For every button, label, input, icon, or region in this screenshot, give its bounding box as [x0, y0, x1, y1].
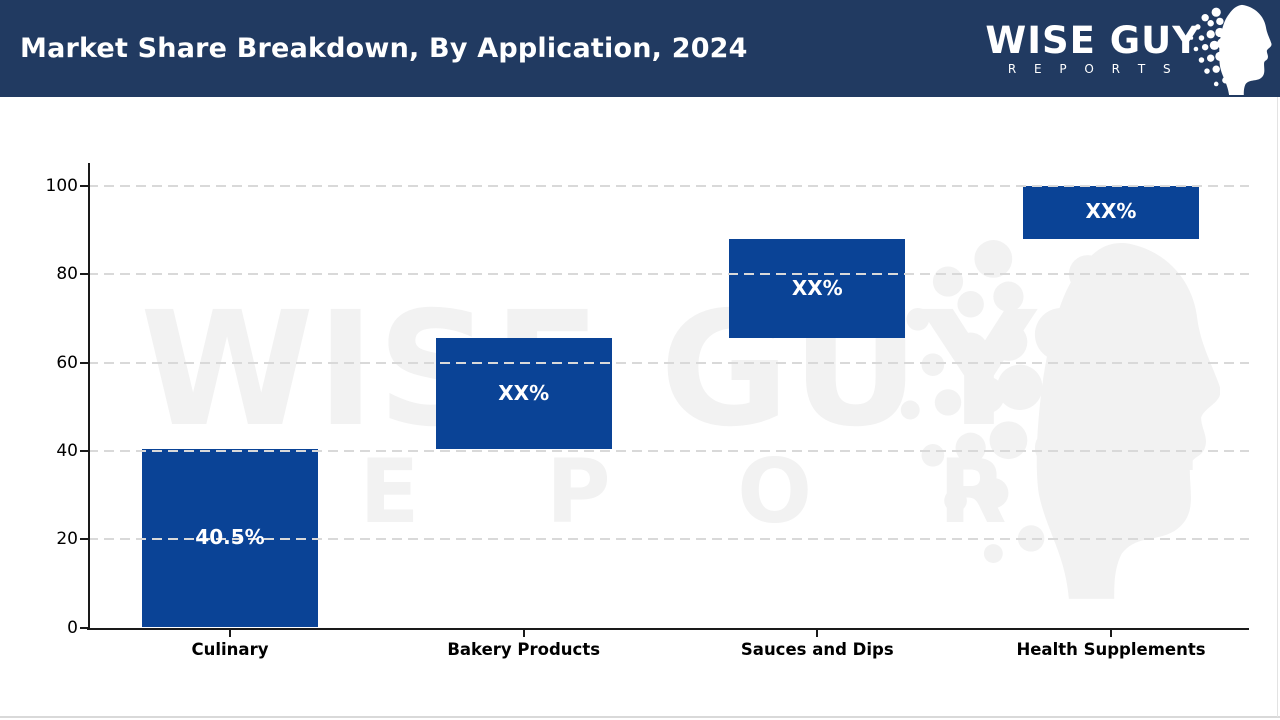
gridline [87, 449, 1249, 452]
y-tick-label: 40 [56, 440, 78, 461]
x-axis-label: Sauces and Dips [740, 640, 894, 659]
page-title: Market Share Breakdown, By Application, … [20, 33, 748, 64]
bar-bakery-products [435, 338, 612, 449]
right-edge-line [1277, 97, 1278, 717]
bar-value-label: 40.5% [195, 525, 265, 550]
y-tick-mark [79, 361, 88, 364]
logo-text: WISE GUY R E P O R T S [985, 22, 1200, 76]
x-tick-mark [816, 630, 819, 637]
bar-value-label: XX% [498, 380, 550, 405]
bar-value-label: XX% [1085, 199, 1137, 224]
gridline [87, 538, 1249, 541]
bar-health-supplements [1023, 186, 1199, 239]
bar-sauces-and-dips [729, 238, 906, 339]
y-tick-label: 0 [67, 617, 78, 638]
logo-head-icon [1189, 4, 1272, 95]
bar-culinary [142, 448, 318, 628]
x-axis-label: Health Supplements [1016, 640, 1206, 659]
y-tick-mark [79, 538, 88, 541]
gridline [87, 273, 1249, 276]
x-tick-mark [229, 630, 231, 637]
y-tick-label: 100 [45, 176, 78, 196]
gridline [87, 185, 1249, 187]
header-bar: Market Share Breakdown, By Application, … [0, 0, 1280, 97]
y-tick-mark [79, 185, 88, 187]
y-axis-line [87, 163, 90, 630]
y-tick-mark [79, 449, 88, 452]
x-axis-label: Culinary [191, 640, 269, 659]
y-tick-label: 60 [56, 352, 78, 373]
x-tick-mark [522, 630, 525, 637]
y-tick-mark [79, 626, 88, 629]
bottom-divider [0, 716, 1280, 718]
y-tick-label: 80 [56, 264, 78, 285]
logo-wordmark: WISE GUY [985, 18, 1200, 62]
brand-logo: WISE GUY R E P O R T S [985, 0, 1272, 97]
bar-value-label: XX% [791, 275, 843, 300]
x-axis-line [86, 627, 1249, 630]
y-tick-label: 20 [56, 529, 78, 550]
x-axis-label: Bakery Products [447, 640, 601, 659]
logo-subtext: R E P O R T S [1007, 61, 1178, 76]
y-tick-mark [79, 273, 88, 276]
x-tick-mark [1110, 630, 1112, 637]
gridline [87, 361, 1249, 364]
